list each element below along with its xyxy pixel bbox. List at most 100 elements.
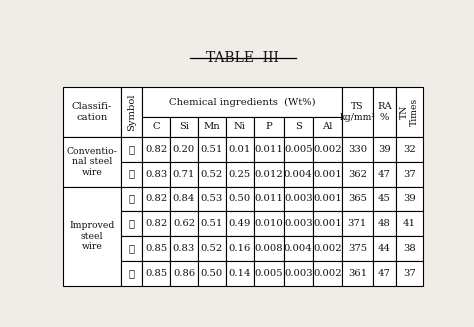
Text: 0.49: 0.49	[228, 219, 251, 228]
Text: TS
kg/mm²: TS kg/mm²	[339, 102, 375, 122]
Bar	[198, 162, 226, 186]
Bar	[283, 211, 313, 236]
Text: 37: 37	[403, 269, 416, 278]
Text: Ⓐ: Ⓐ	[128, 145, 135, 154]
Bar	[283, 117, 313, 137]
Text: 0.16: 0.16	[228, 244, 251, 253]
Bar	[396, 211, 423, 236]
Bar	[121, 236, 142, 261]
Text: 32: 32	[403, 145, 416, 154]
Text: 0.83: 0.83	[145, 170, 167, 179]
Text: 39: 39	[378, 145, 391, 154]
Text: 365: 365	[348, 195, 367, 203]
Bar	[254, 236, 283, 261]
Bar	[313, 236, 342, 261]
Text: Improved
steel
wire: Improved steel wire	[69, 221, 115, 251]
Bar	[342, 186, 373, 211]
Text: 0.85: 0.85	[145, 244, 167, 253]
Bar	[142, 236, 170, 261]
Text: Symbol: Symbol	[127, 93, 136, 131]
Bar	[121, 186, 142, 211]
Text: 0.010: 0.010	[254, 219, 283, 228]
Bar	[254, 261, 283, 286]
Bar	[396, 236, 423, 261]
Text: 0.83: 0.83	[173, 244, 195, 253]
Bar	[121, 137, 142, 162]
Text: Ⓑ: Ⓑ	[128, 170, 135, 179]
Bar	[254, 211, 283, 236]
Text: TN
Times: TN Times	[400, 98, 419, 126]
Bar	[254, 186, 283, 211]
Text: Ⓓ: Ⓓ	[128, 219, 135, 228]
Bar	[226, 162, 254, 186]
Text: 0.002: 0.002	[313, 145, 342, 154]
Bar	[226, 261, 254, 286]
Bar	[254, 137, 283, 162]
Text: 45: 45	[378, 195, 391, 203]
Bar	[342, 236, 373, 261]
Bar	[254, 162, 283, 186]
Text: P: P	[265, 122, 272, 131]
Text: Mn: Mn	[203, 122, 220, 131]
Bar	[342, 211, 373, 236]
Text: 0.20: 0.20	[173, 145, 195, 154]
Text: 0.51: 0.51	[201, 145, 223, 154]
Bar	[142, 211, 170, 236]
Text: 0.25: 0.25	[228, 170, 251, 179]
Text: 0.001: 0.001	[313, 170, 342, 179]
Text: 0.82: 0.82	[145, 145, 167, 154]
Bar	[313, 211, 342, 236]
Bar	[198, 117, 226, 137]
Bar	[226, 137, 254, 162]
Text: 0.011: 0.011	[254, 195, 283, 203]
Text: 0.14: 0.14	[228, 269, 251, 278]
Text: 0.86: 0.86	[173, 269, 195, 278]
Text: 0.71: 0.71	[173, 170, 195, 179]
Bar	[313, 162, 342, 186]
Text: 47: 47	[378, 170, 391, 179]
Bar	[121, 162, 142, 186]
Text: Chemical ingredients  (Wt%): Chemical ingredients (Wt%)	[169, 97, 315, 107]
Text: 0.001: 0.001	[313, 195, 342, 203]
Text: 39: 39	[403, 195, 416, 203]
Text: Ⓒ: Ⓒ	[128, 195, 135, 203]
Text: C: C	[152, 122, 160, 131]
Bar	[142, 162, 170, 186]
Bar	[170, 211, 198, 236]
Bar	[313, 186, 342, 211]
Bar	[396, 87, 423, 137]
Bar	[313, 117, 342, 137]
Text: 0.003: 0.003	[284, 195, 312, 203]
Text: 0.002: 0.002	[313, 269, 342, 278]
Text: 48: 48	[378, 219, 391, 228]
Text: 0.51: 0.51	[201, 219, 223, 228]
Bar	[283, 261, 313, 286]
Bar	[313, 261, 342, 286]
Bar	[373, 261, 396, 286]
Bar	[254, 117, 283, 137]
Bar	[342, 261, 373, 286]
Text: 0.50: 0.50	[228, 195, 251, 203]
Bar	[396, 137, 423, 162]
Bar	[198, 236, 226, 261]
Text: 361: 361	[348, 269, 367, 278]
Bar	[170, 117, 198, 137]
Text: Ni: Ni	[234, 122, 246, 131]
Text: 0.84: 0.84	[173, 195, 195, 203]
Bar	[283, 162, 313, 186]
Text: 38: 38	[403, 244, 416, 253]
Text: 0.82: 0.82	[145, 219, 167, 228]
Bar	[170, 186, 198, 211]
Bar	[121, 261, 142, 286]
Bar	[226, 117, 254, 137]
Text: S: S	[295, 122, 301, 131]
Text: RA
%: RA %	[377, 102, 392, 122]
Text: 44: 44	[378, 244, 391, 253]
Bar	[170, 236, 198, 261]
Text: 0.002: 0.002	[313, 244, 342, 253]
Bar	[198, 261, 226, 286]
Text: 0.01: 0.01	[228, 145, 251, 154]
Text: 0.005: 0.005	[255, 269, 283, 278]
Bar	[396, 261, 423, 286]
Bar	[283, 186, 313, 211]
